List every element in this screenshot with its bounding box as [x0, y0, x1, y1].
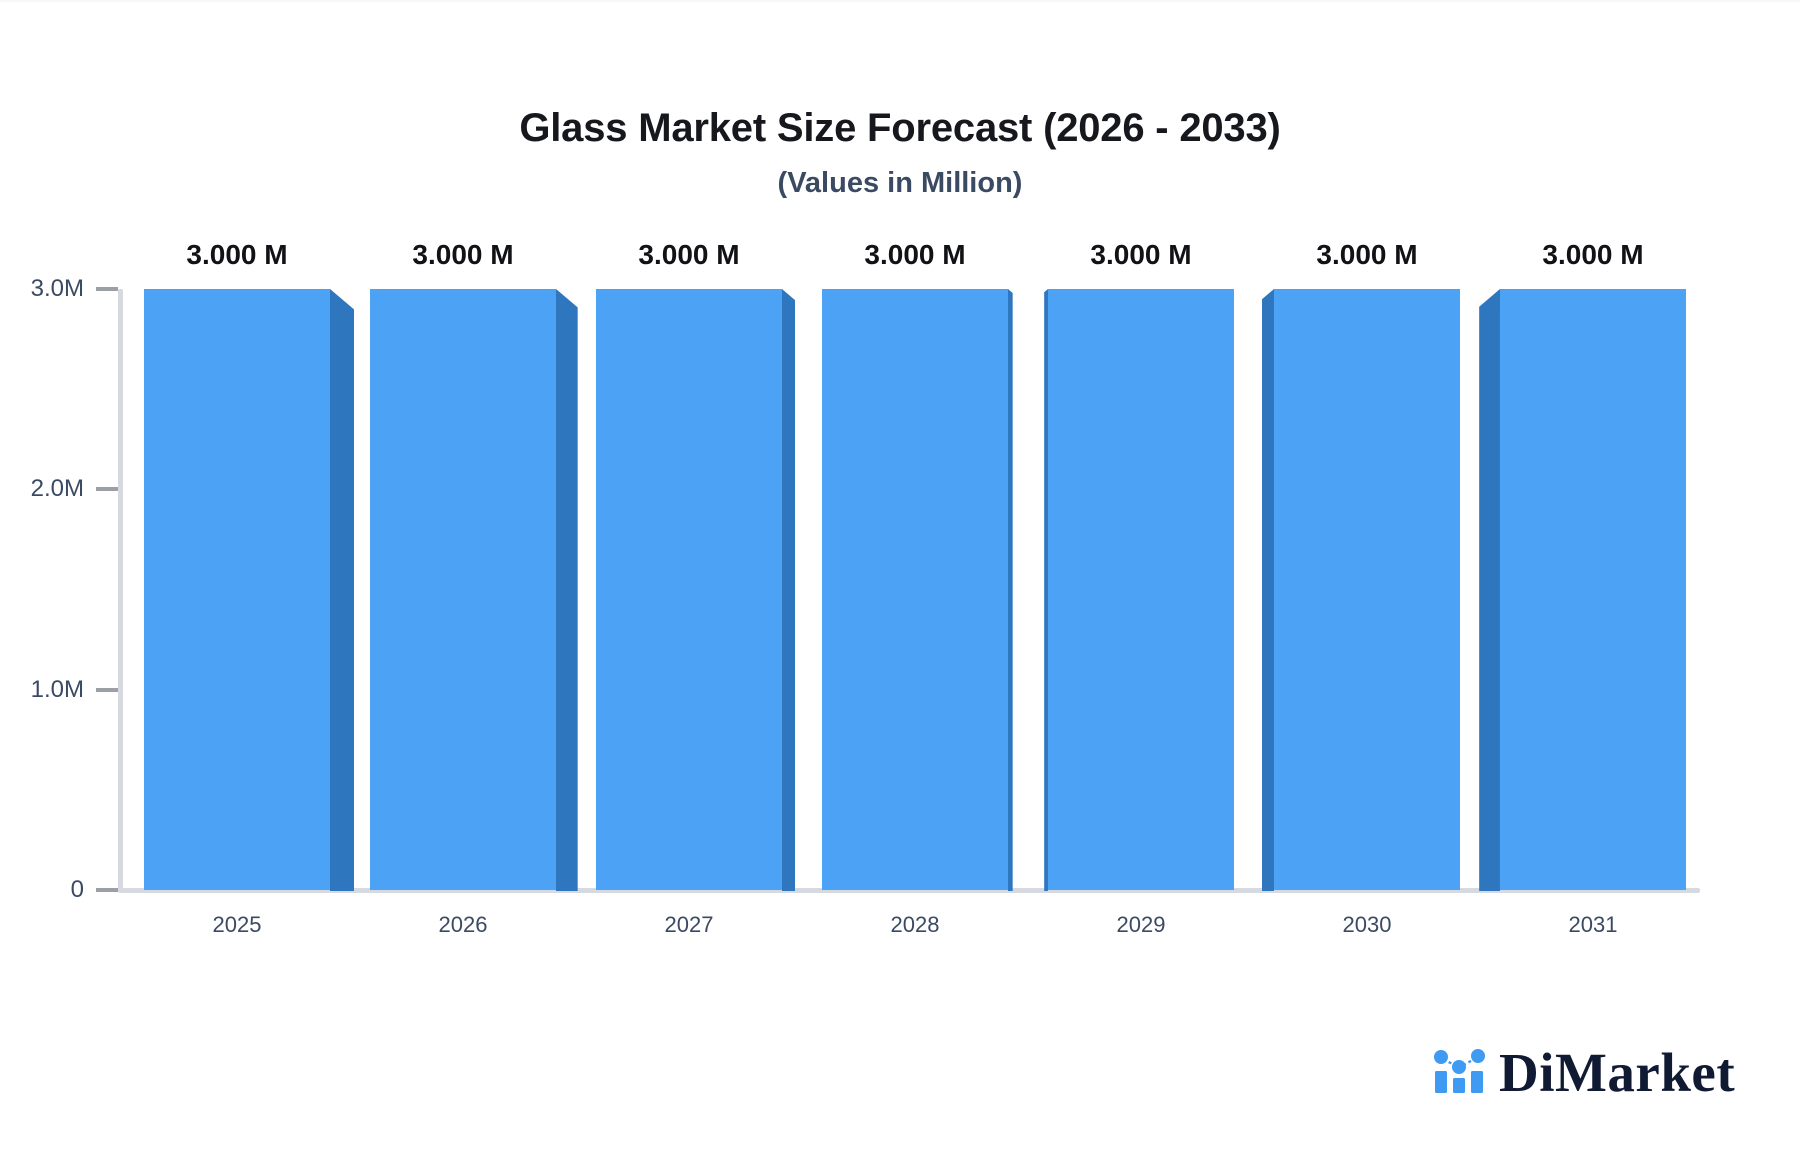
x-axis-tick-label: 2027 — [664, 912, 714, 937]
x-axis-tick-label: 2028 — [890, 912, 940, 937]
bar-face — [1048, 289, 1234, 890]
x-axis-tick-label: 2029 — [1116, 912, 1166, 937]
bar-value-label: 3.000 M — [1542, 239, 1644, 270]
bar-face — [822, 289, 1008, 890]
x-axis-tick-label: 2025 — [212, 912, 262, 937]
x-axis-tick-label: 2026 — [438, 912, 488, 937]
bar-face — [144, 289, 330, 890]
y-axis-tick — [96, 687, 118, 692]
bar-side-panel — [782, 289, 796, 891]
y-axis-tick — [96, 287, 118, 291]
bar-face — [1500, 289, 1686, 890]
bar-side-panel — [1008, 289, 1013, 891]
y-axis-tick — [96, 888, 118, 892]
bar-side-panel — [1261, 289, 1274, 891]
y-axis-tick-label: 3.0M — [30, 275, 84, 302]
chart-header: Glass Market Size Forecast (2026 - 2033)… — [0, 106, 1800, 200]
x-axis-tick-label: 2031 — [1568, 912, 1618, 937]
bar-value-label: 3.000 M — [638, 239, 740, 270]
bar-value-label: 3.000 M — [186, 239, 288, 270]
y-axis-tick — [96, 487, 118, 492]
bar-side-panel — [1479, 289, 1500, 891]
bar-side-panel — [330, 289, 354, 891]
bar-side-panel — [556, 289, 578, 891]
dimarket-logo: DiMarket — [1433, 1045, 1735, 1100]
chart-subtitle: (Values in Million) — [777, 167, 1023, 199]
y-axis-tick-label: 0 — [70, 876, 84, 903]
chart-title: Glass Market Size Forecast (2026 - 2033) — [519, 106, 1281, 150]
y-axis-tick-label: 2.0M — [30, 475, 84, 503]
y-axis-tick-label: 1.0M — [30, 675, 84, 703]
bar-face — [370, 289, 556, 890]
bar-chart-trend-icon — [1433, 1045, 1485, 1100]
logo-text: DiMarket — [1499, 1042, 1736, 1103]
y-axis: 0 1.0M 2.0M 3.0M — [0, 2, 118, 1158]
bar-value-label: 3.000 M — [1090, 239, 1192, 270]
bar-face — [596, 289, 782, 890]
y-axis-line — [118, 289, 123, 890]
x-axis-line — [118, 888, 1700, 893]
bar-value-label: 3.000 M — [864, 239, 966, 270]
bar-value-label: 3.000 M — [1316, 239, 1418, 270]
bar-value-label: 3.000 M — [412, 239, 514, 270]
x-axis-tick-label: 2030 — [1342, 912, 1392, 937]
bar-side-panel — [1044, 289, 1048, 891]
bar-face — [1274, 289, 1460, 890]
